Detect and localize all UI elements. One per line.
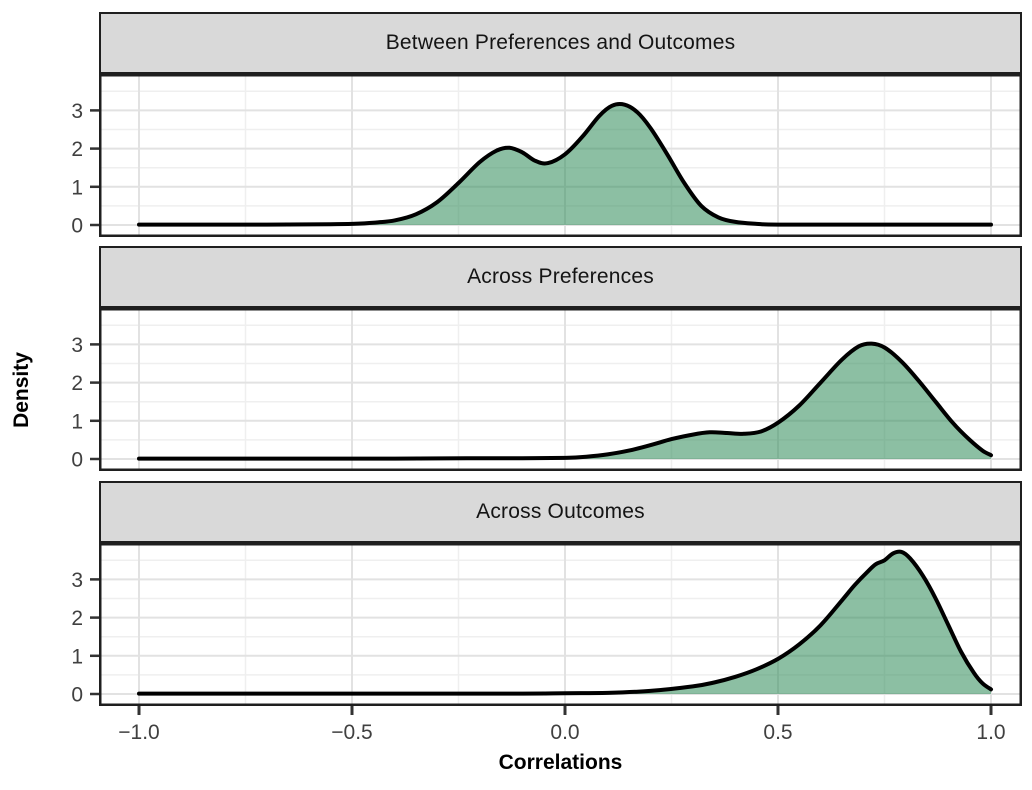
facet-across-preferences: Across Preferences 0 1 2 3 [71, 246, 1022, 472]
y-tick-label: 0 [71, 215, 83, 238]
x-tick-label: −1.0 [118, 721, 159, 744]
y-tick-mark [90, 654, 99, 658]
x-tick-mark [776, 706, 780, 715]
density-plot-svg: 0 1 2 3 [71, 74, 1022, 238]
y-tick-mark [90, 381, 99, 384]
y-tick-mark [90, 185, 99, 189]
facet-strip-label: Across Outcomes [476, 500, 645, 523]
y-tick-mark [90, 223, 99, 227]
density-panel: 0 1 2 3 [71, 308, 1022, 472]
density-panel: 0 1 2 3 −1.0 −0.5 0.0 0.5 1.0 [71, 543, 1022, 744]
y-axis-title: Density [10, 352, 33, 428]
y-tick-mark [90, 343, 99, 346]
y-tick-label: 3 [71, 334, 83, 357]
panel-border [99, 543, 1022, 706]
density-area [139, 343, 991, 459]
y-tick-label: 2 [71, 372, 83, 395]
x-axis-title: Correlations [498, 751, 623, 774]
y-tick-label: 2 [71, 138, 83, 161]
density-line [137, 341, 993, 461]
y-tick-mark [90, 419, 99, 423]
y-tick-label: 3 [71, 569, 83, 592]
x-tick-label: 0.0 [550, 721, 579, 744]
x-tick-label: −0.5 [331, 721, 372, 744]
y-tick-label: 0 [71, 684, 83, 707]
x-tick-mark [563, 706, 567, 715]
y-tick-label: 2 [71, 607, 83, 630]
facet-across-outcomes: Across Outcomes 0 1 2 3 −1.0 −0.5 0.0 0.5 1.0 [71, 481, 1022, 744]
x-tick-mark [137, 706, 141, 715]
y-tick-label: 3 [71, 100, 83, 123]
facet-strip: Across Preferences [99, 246, 1022, 308]
x-tick-mark [350, 706, 354, 715]
y-tick-label: 1 [71, 645, 83, 668]
density-plot-svg: 0 1 2 3 [71, 308, 1022, 472]
y-tick-mark [90, 109, 99, 112]
facet-strip-label: Across Preferences [467, 265, 654, 288]
y-tick-mark [90, 692, 99, 696]
y-tick-label: 1 [71, 176, 83, 199]
y-tick-label: 1 [71, 410, 83, 433]
density-area [139, 551, 991, 694]
facet-between-preferences-and-outcomes: Between Preferences and Outcomes 0 1 2 3 [71, 12, 1022, 238]
density-panel: 0 1 2 3 [71, 74, 1022, 238]
x-tick-label: 0.5 [763, 721, 792, 744]
density-area [139, 104, 991, 225]
y-tick-mark [90, 616, 99, 619]
density-line [137, 549, 993, 696]
panel-border [99, 308, 1022, 471]
y-tick-mark [90, 578, 99, 581]
y-tick-mark [90, 147, 99, 150]
y-tick-mark [90, 457, 99, 461]
density-line [137, 102, 993, 227]
facet-strip: Between Preferences and Outcomes [99, 12, 1022, 74]
facet-strip: Across Outcomes [99, 481, 1022, 543]
density-plot-svg: 0 1 2 3 −1.0 −0.5 0.0 0.5 1.0 [71, 543, 1022, 744]
facet-strip-label: Between Preferences and Outcomes [385, 31, 736, 54]
x-tick-mark [989, 706, 993, 715]
y-tick-label: 0 [71, 449, 83, 472]
x-tick-label: 1.0 [976, 721, 1005, 744]
panel-border [99, 74, 1022, 237]
